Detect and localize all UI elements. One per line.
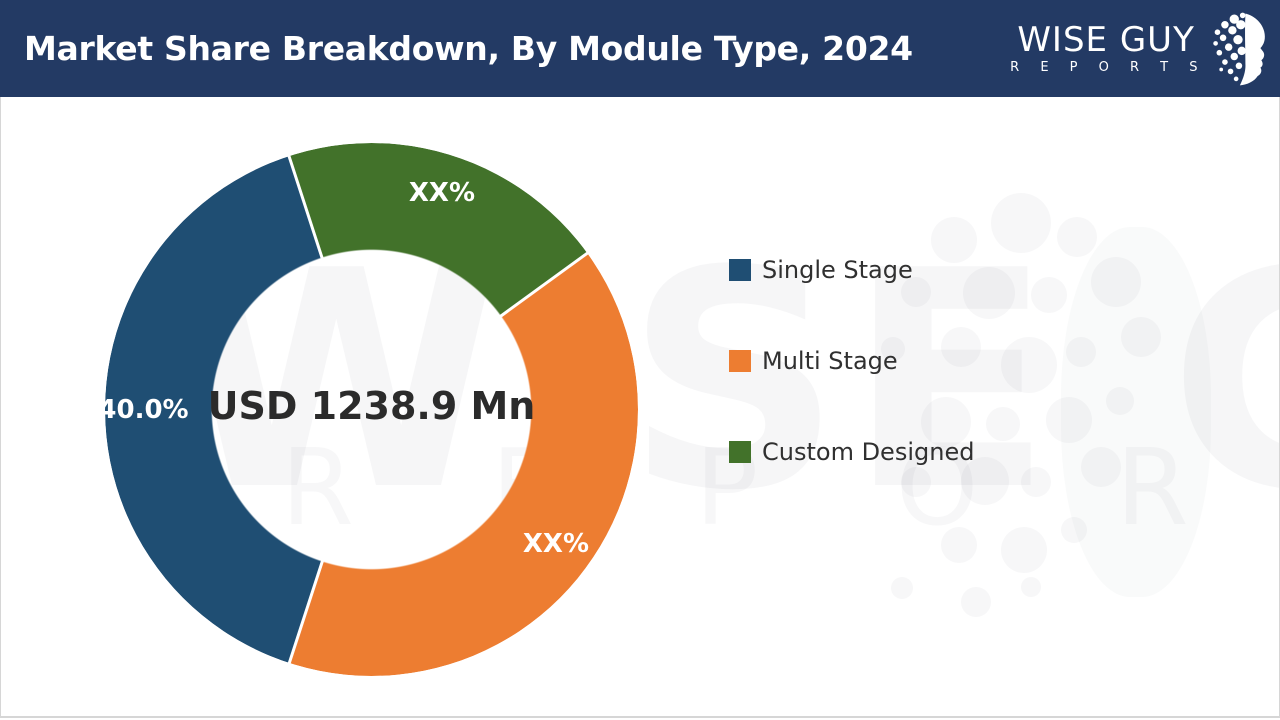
watermark-dot: [1001, 527, 1047, 573]
watermark-dot: [1121, 317, 1161, 357]
chart-legend: Single Stage Multi Stage Custom Designed: [729, 256, 975, 532]
watermark-dot: [1046, 397, 1092, 443]
legend-label: Multi Stage: [762, 347, 898, 375]
legend-swatch: [729, 259, 751, 281]
legend-label: Custom Designed: [762, 438, 975, 466]
watermark-dot: [1001, 337, 1057, 393]
watermark-dot: [1031, 277, 1067, 313]
legend-swatch: [729, 350, 751, 372]
watermark-dot: [1091, 257, 1141, 307]
watermark-dot: [961, 587, 991, 617]
slice-label: XX%: [408, 177, 476, 208]
legend-item: Multi Stage: [729, 347, 974, 375]
legend-item: Single Stage: [729, 256, 974, 284]
watermark-dot: [991, 193, 1051, 253]
slice-separator: [287, 409, 373, 664]
watermark-face-blob: [1061, 227, 1211, 597]
watermark-dot: [1061, 517, 1087, 543]
watermark-dot: [931, 217, 977, 263]
slice-label: 40.0%: [98, 394, 189, 425]
watermark-dot: [1021, 577, 1041, 597]
donut-center-value: USD 1238.9 Mn: [207, 384, 536, 429]
watermark-dot: [1081, 447, 1121, 487]
watermark-dot: [986, 407, 1020, 441]
watermark-dot: [1057, 217, 1097, 257]
watermark-dot: [1066, 337, 1096, 367]
slice-separator: [287, 155, 373, 410]
legend-swatch: [729, 441, 751, 463]
page-title: Market Share Breakdown, By Module Type, …: [24, 29, 913, 68]
donut-chart: 40.0% XX% XX% USD 1238.9 Mn: [98, 143, 638, 676]
watermark-dot: [941, 527, 977, 563]
legend-label: Single Stage: [762, 256, 913, 284]
chart-area: WISE GUY R E P O R T S 40.0%XX%XX% USD 1…: [0, 97, 1280, 718]
watermark-dot: [1021, 467, 1051, 497]
donut-ring: [105, 143, 638, 676]
logo-sub-wordmark: R E P O R T S: [1010, 60, 1206, 75]
watermark-dot: [1106, 387, 1134, 415]
face-profile-dots-icon: [1213, 12, 1265, 86]
logo-text: WISE GUY R E P O R T S: [1006, 22, 1206, 76]
wise-guy-reports-logo: WISE GUY R E P O R T S: [1006, 6, 1266, 92]
legend-item: Custom Designed: [729, 438, 975, 466]
logo-wordmark: WISE GUY: [1017, 20, 1195, 60]
watermark-dot: [891, 577, 913, 599]
header: Market Share Breakdown, By Module Type, …: [0, 0, 1280, 97]
slice-label: XX%: [522, 528, 590, 559]
